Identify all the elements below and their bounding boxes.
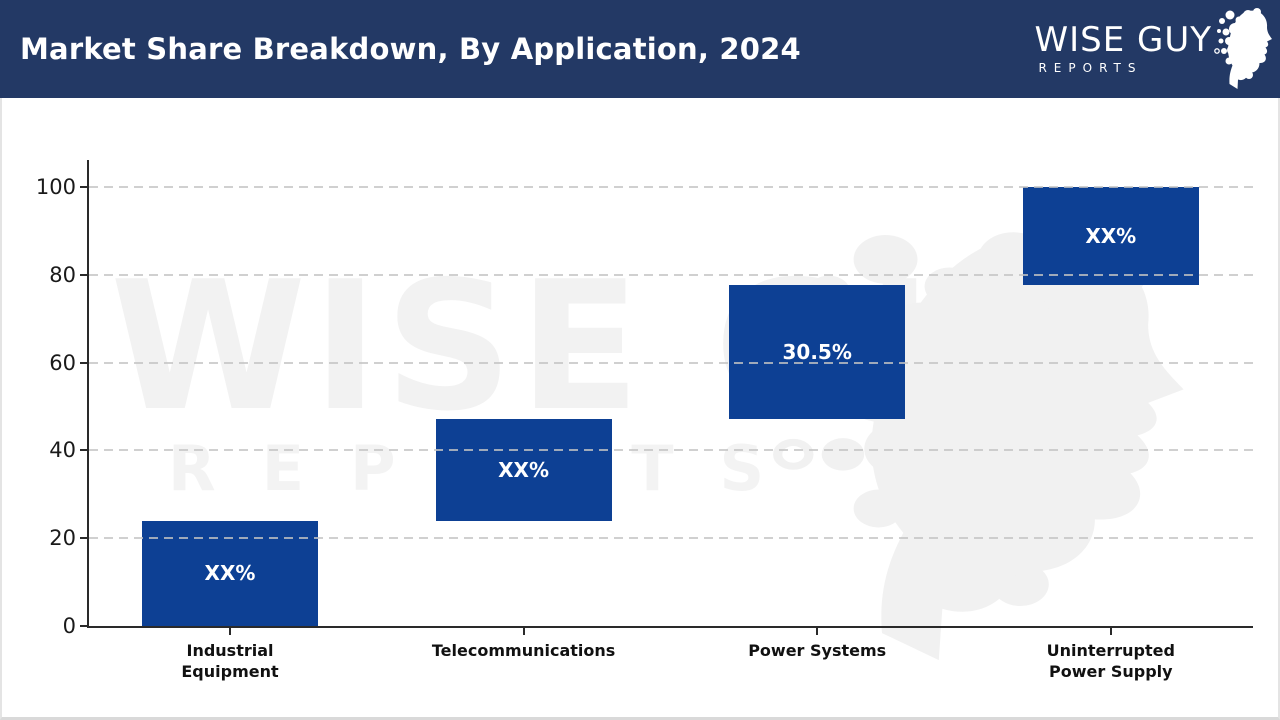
logo-subtitle: REPORTS: [1038, 60, 1143, 75]
category-label-line: Uninterrupted: [1046, 641, 1175, 660]
x-axis-tick: [1109, 628, 1112, 635]
bar-value-label: XX%: [498, 457, 550, 482]
category-label: Industrial Equipment: [90, 640, 370, 682]
y-axis-tick: [80, 625, 88, 627]
bar-value-label: XX%: [204, 561, 256, 586]
bar: [435, 418, 612, 521]
y-axis-tick: [80, 537, 88, 540]
header: Market Share Breakdown, By Application, …: [0, 0, 1280, 98]
y-axis-tick-label: 20: [49, 526, 76, 551]
category-label-line: Telecommunications: [431, 641, 616, 660]
y-axis-tick-label: 0: [62, 614, 76, 638]
brand-logo: WISE GUY REPORTS: [1034, 4, 1276, 94]
bar-value-label: 30.5%: [782, 339, 852, 364]
y-axis-tick: [80, 186, 88, 188]
category-label-line: Power Supply: [1049, 662, 1173, 681]
y-axis-tick: [80, 449, 88, 452]
y-axis-tick-label: 100: [35, 175, 76, 199]
category-label-line: Equipment: [181, 662, 279, 681]
y-axis-tick-label: 80: [49, 262, 76, 287]
gridline: [89, 449, 1253, 452]
x-axis-line: [87, 626, 1253, 628]
logo-wordmark: WISE GUY REPORTS: [1034, 20, 1212, 75]
y-axis-tick-label: 60: [49, 350, 76, 375]
x-axis-tick: [522, 628, 525, 635]
y-axis-tick: [80, 361, 88, 364]
y-axis-line: [87, 160, 89, 628]
y-axis-tick: [80, 273, 88, 276]
y-axis-tick-label: 40: [49, 438, 76, 463]
bar: [729, 284, 906, 419]
x-axis-tick: [816, 628, 819, 635]
bar-value-label: XX%: [1085, 223, 1137, 248]
gridline: [89, 273, 1253, 276]
logo-name: WISE GUY: [1034, 20, 1212, 61]
bar: [1022, 187, 1199, 285]
page-title: Market Share Breakdown, By Application, …: [20, 32, 801, 66]
category-label: Uninterrupted Power Supply: [971, 640, 1251, 682]
logo-head-icon: [1214, 8, 1272, 90]
gridline: [89, 361, 1253, 364]
category-label: Telecommunications: [384, 640, 664, 661]
category-label-line: Power Systems: [748, 641, 887, 660]
category-label: Power Systems: [677, 640, 957, 661]
gridline: [89, 537, 1253, 540]
gridline: [89, 186, 1253, 188]
x-axis-tick: [229, 628, 231, 635]
category-label-line: Industrial: [186, 641, 274, 660]
